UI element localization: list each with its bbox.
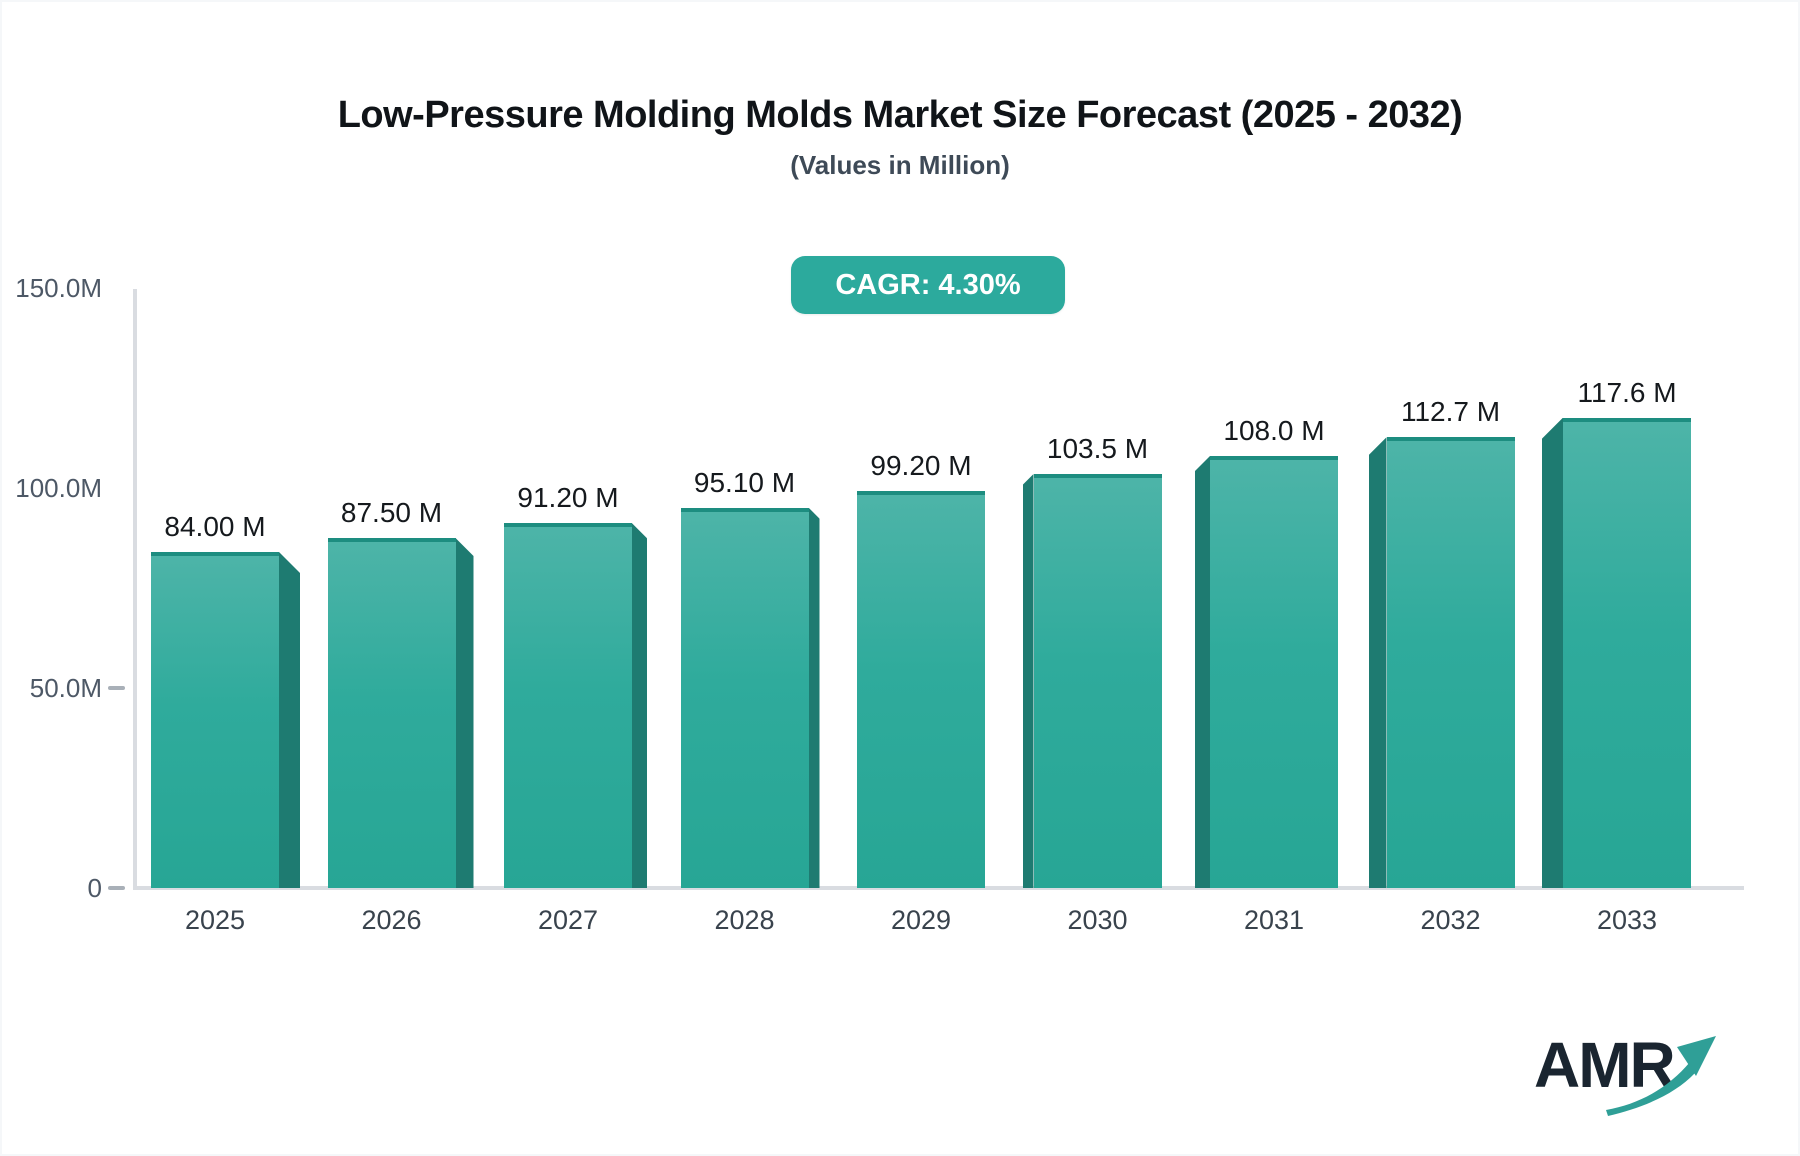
bar-value-label: 84.00 M	[164, 511, 266, 542]
y-axis-tick-mark	[108, 886, 125, 890]
bar-2029	[857, 491, 985, 888]
x-axis-label-2025: 2025	[184, 905, 246, 935]
bar-value-label: 91.20 M	[517, 482, 619, 514]
growth-arrow-icon	[1606, 1036, 1716, 1116]
amr-logo: AMR	[1512, 1020, 1798, 1132]
bar-side-3d	[808, 507, 820, 888]
bar-value-label: 117.6 M	[1577, 376, 1677, 408]
x-axis-label-2030: 2030	[1067, 905, 1128, 935]
bar-2026	[327, 538, 456, 888]
x-axis-label-2033: 2033	[1596, 905, 1658, 935]
bar-value-label: 95.10 M	[693, 466, 796, 498]
bar-value-label: 112.7 M	[1400, 396, 1501, 428]
y-axis-tick-mark	[108, 686, 125, 690]
cagr-badge: CAGR: 4.30%	[791, 256, 1065, 314]
bar-side-3d	[1542, 417, 1563, 888]
y-axis-tick-label: 50.0M	[29, 673, 102, 703]
bar-side-3d	[1368, 437, 1387, 888]
bar-value-label: 103.5 M	[1046, 433, 1149, 464]
bar-side-3d	[1195, 456, 1210, 888]
bar-side-3d	[1022, 474, 1034, 888]
x-axis-label-2032: 2032	[1420, 905, 1481, 935]
bar-value-label: 108.0 M	[1223, 415, 1325, 446]
y-axis-line	[133, 289, 137, 890]
bar-side-3d	[279, 552, 300, 888]
bar-side-3d	[632, 523, 647, 888]
bar-2031	[1210, 456, 1338, 888]
bar-value-label: 87.50 M	[340, 497, 443, 528]
x-axis-label-2027: 2027	[537, 905, 599, 935]
bar-value-label: 99.20 M	[870, 450, 972, 482]
y-axis-tick-label: 0	[87, 873, 102, 903]
bar-2030	[1033, 474, 1162, 888]
cagr-badge-label: CAGR: 4.30%	[835, 268, 1021, 301]
x-axis-label-2026: 2026	[361, 905, 422, 935]
bar-side-3d	[455, 538, 474, 888]
y-axis-tick-label: 150.0M	[15, 273, 102, 303]
bar-2033	[1563, 417, 1691, 888]
x-axis-label-2029: 2029	[890, 905, 952, 935]
bar-2032	[1386, 437, 1515, 888]
x-axis-label-2031: 2031	[1243, 905, 1305, 935]
amr-logo-text: AMR	[1534, 1029, 1676, 1101]
x-axis-line	[133, 886, 1744, 890]
bar-2025	[151, 552, 279, 888]
page-title: Low-Pressure Molding Molds Market Size F…	[337, 94, 1463, 136]
bar-2028	[680, 507, 809, 888]
x-axis-label-2028: 2028	[714, 905, 775, 935]
page-subtitle: (Values in Million)	[790, 150, 1010, 180]
y-axis-tick-label: 100.0M	[15, 473, 102, 503]
bar-2027	[504, 523, 632, 888]
